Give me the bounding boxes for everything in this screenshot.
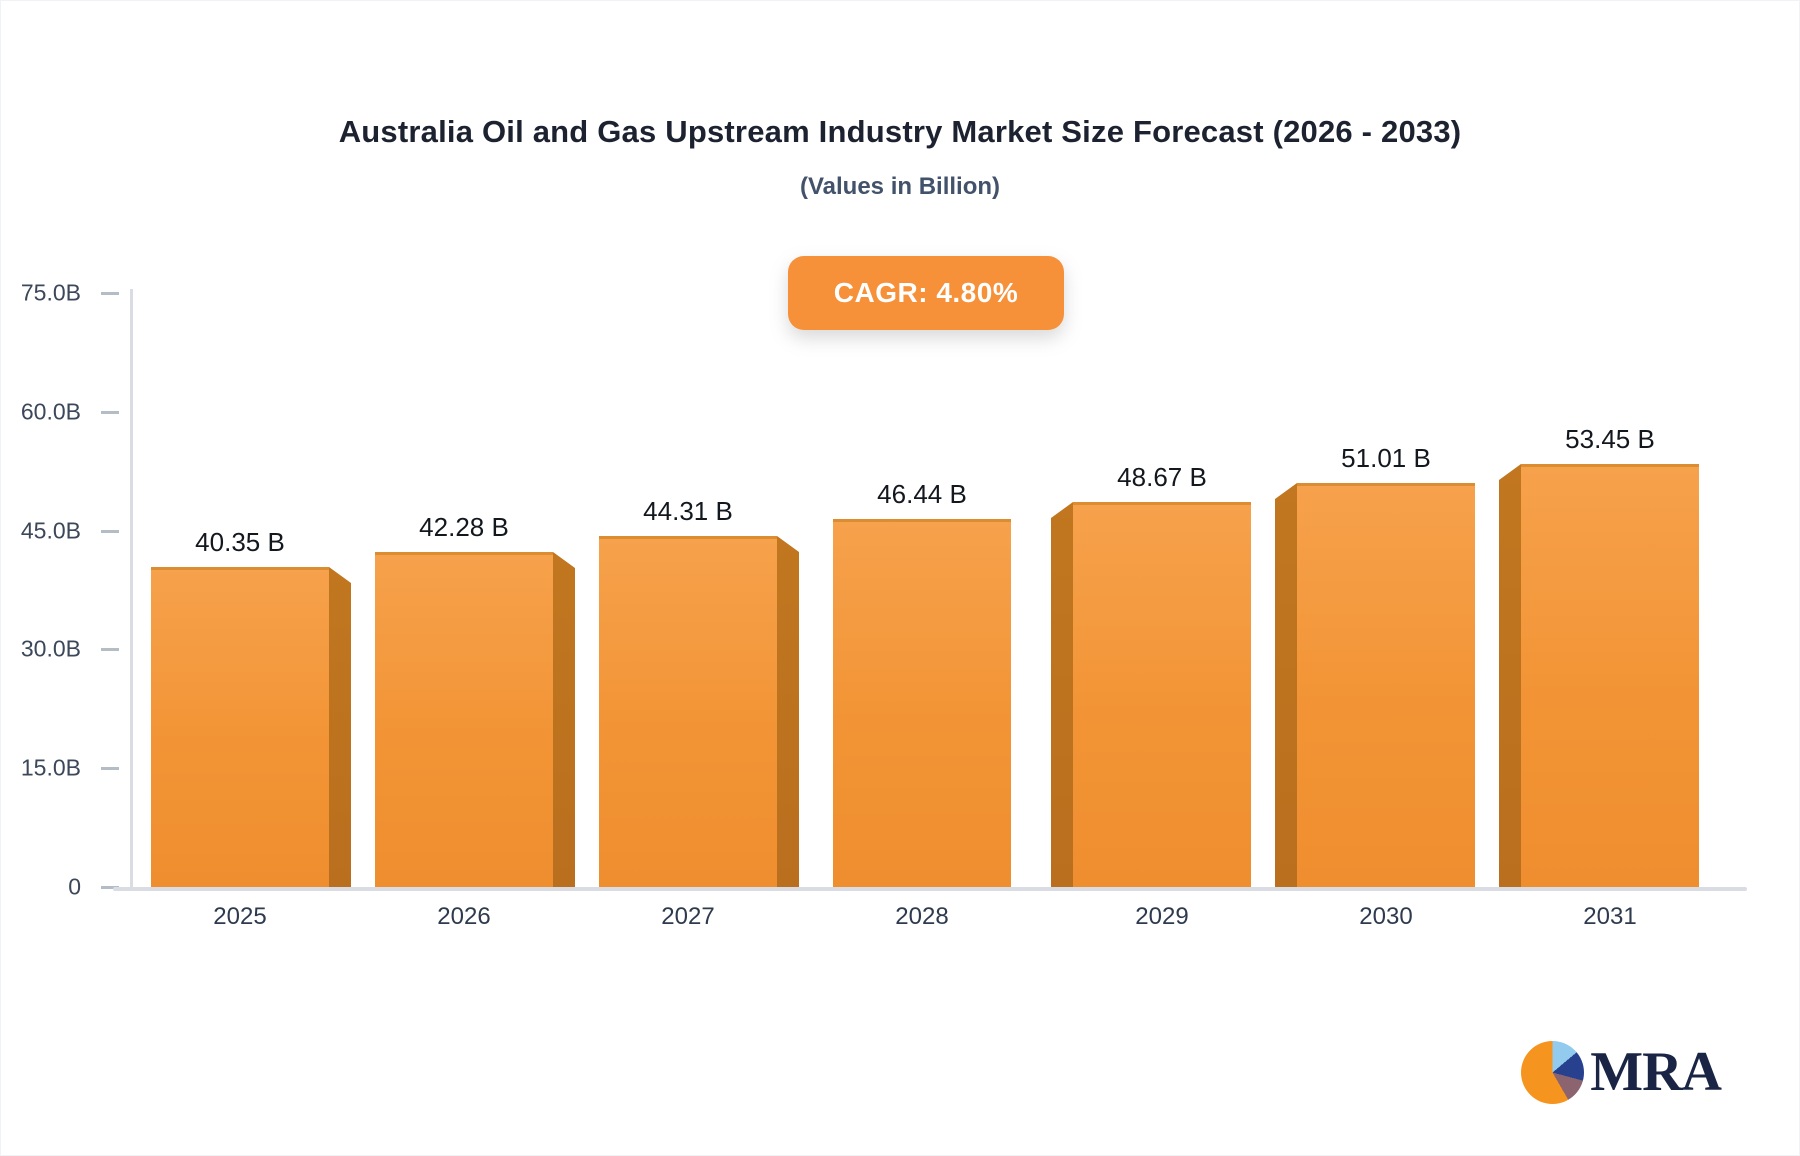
bar-2028 xyxy=(833,1,1011,887)
bar-2029 xyxy=(1051,1,1251,887)
pie-chart-logo-icon xyxy=(1521,1041,1585,1104)
bar-front-face xyxy=(599,536,777,887)
x-axis-baseline xyxy=(113,887,1747,891)
x-axis-label: 2028 xyxy=(895,903,949,930)
x-axis-label: 2026 xyxy=(437,903,491,930)
bar-front-face xyxy=(833,519,1011,887)
y-axis-tick xyxy=(101,529,119,533)
bar-2027 xyxy=(599,1,799,887)
cagr-badge: CAGR: 4.80% xyxy=(788,256,1064,330)
bar-value-label: 42.28 B xyxy=(419,512,509,542)
y-axis-tick-label: 75.0B xyxy=(20,279,81,306)
x-axis-label: 2029 xyxy=(1135,903,1189,930)
y-axis-tick xyxy=(101,648,119,652)
y-axis-tick-label: 15.0B xyxy=(20,754,81,781)
y-axis-tick-label: 60.0B xyxy=(20,398,81,425)
y-axis-tick xyxy=(101,410,119,414)
bar-2031 xyxy=(1499,1,1699,887)
cagr-badge-label: CAGR: 4.80% xyxy=(833,277,1019,308)
bar-side-face xyxy=(777,536,799,887)
bar-side-face xyxy=(553,552,575,887)
brand-logo: MRA xyxy=(1521,1041,1722,1104)
bar-2025 xyxy=(151,1,351,887)
bar-value-label: 44.31 B xyxy=(643,496,733,526)
bar-side-face xyxy=(329,567,351,887)
y-axis-line xyxy=(130,289,133,889)
y-axis-tick-label: 30.0B xyxy=(20,635,81,662)
bar-front-face xyxy=(1521,464,1699,887)
y-axis-tick-label: 0 xyxy=(68,873,81,900)
x-axis-label: 2027 xyxy=(661,903,715,930)
bar-front-face xyxy=(1073,502,1251,887)
bar-value-label: 51.01 B xyxy=(1341,443,1431,473)
x-axis-label: 2031 xyxy=(1583,903,1637,930)
bar-front-face xyxy=(151,567,329,887)
x-axis-label: 2030 xyxy=(1359,903,1413,930)
bar-value-label: 46.44 B xyxy=(877,479,967,509)
brand-logo-text: MRA xyxy=(1590,1041,1722,1103)
bar-value-label: 53.45 B xyxy=(1565,424,1655,454)
chart-title: Australia Oil and Gas Upstream Industry … xyxy=(338,114,1462,149)
y-axis-tick xyxy=(101,292,119,295)
bar-side-face xyxy=(1275,483,1297,887)
bar-front-face xyxy=(375,552,553,887)
bar-2026 xyxy=(375,1,575,887)
bar-side-face xyxy=(1499,464,1521,887)
bar-2030 xyxy=(1275,1,1475,887)
bar-front-face xyxy=(1297,483,1475,887)
y-axis-tick-label: 45.0B xyxy=(20,517,81,544)
bar-value-label: 40.35 B xyxy=(195,527,285,557)
bar-side-face xyxy=(1051,502,1073,887)
y-axis-tick xyxy=(101,767,119,771)
y-axis-tick xyxy=(101,886,119,889)
chart-subtitle: (Values in Billion) xyxy=(799,173,1001,200)
x-axis-label: 2025 xyxy=(213,903,267,930)
bar-value-label: 48.67 B xyxy=(1117,462,1207,492)
